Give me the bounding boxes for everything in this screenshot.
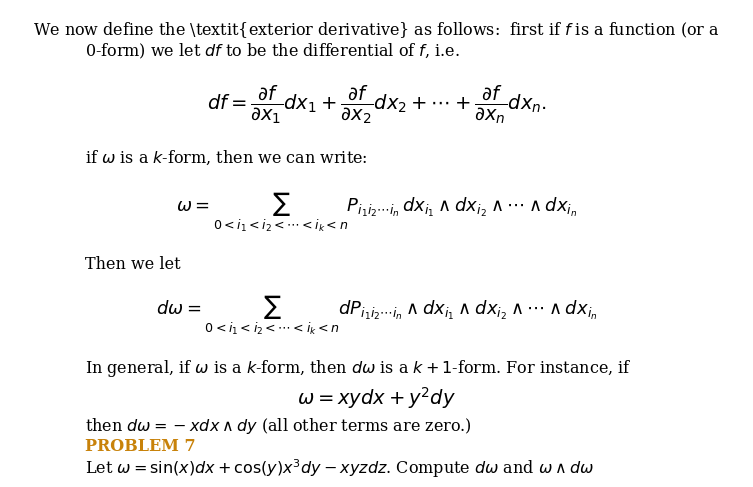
Text: 0-form) we let $df$ to be the differential of $f$, i.e.: 0-form) we let $df$ to be the differenti… [84, 41, 459, 61]
Text: $d\omega = \sum_{0<i_1<i_2<\cdots<i_k<n} dP_{i_1 i_2 \cdots i_n} \wedge dx_{i_1}: $d\omega = \sum_{0<i_1<i_2<\cdots<i_k<n}… [156, 294, 597, 337]
Text: PROBLEM 7: PROBLEM 7 [84, 438, 195, 455]
Text: Let $\omega = \sin(x)dx + \cos(y)x^3 dy - xyzdz$. Compute $d\omega$ and $\omega : Let $\omega = \sin(x)dx + \cos(y)x^3 dy … [84, 457, 594, 480]
Text: We now define the \textit{exterior derivative} as follows:  first if $f$ is a fu: We now define the \textit{exterior deriv… [33, 20, 720, 40]
Text: $df = \dfrac{\partial f}{\partial x_1}dx_1 + \dfrac{\partial f}{\partial x_2}dx_: $df = \dfrac{\partial f}{\partial x_1}dx… [206, 84, 547, 126]
Text: then $d\omega = -xdx \wedge dy$ (all other terms are zero.): then $d\omega = -xdx \wedge dy$ (all oth… [84, 416, 471, 436]
Text: $\omega = \sum_{0<i_1<i_2<\cdots<i_k<n} P_{i_1 i_2 \cdots i_n}\, dx_{i_1} \wedge: $\omega = \sum_{0<i_1<i_2<\cdots<i_k<n} … [175, 191, 578, 234]
Text: In general, if $\omega$ is a $k$-form, then $d\omega$ is a $k+1$-form. For insta: In general, if $\omega$ is a $k$-form, t… [84, 358, 632, 379]
Text: $\omega = xydx + y^2 dy$: $\omega = xydx + y^2 dy$ [297, 385, 456, 411]
Text: Then we let: Then we let [84, 256, 180, 273]
Text: if $\omega$ is a $k$-form, then we can write:: if $\omega$ is a $k$-form, then we can w… [84, 149, 367, 168]
